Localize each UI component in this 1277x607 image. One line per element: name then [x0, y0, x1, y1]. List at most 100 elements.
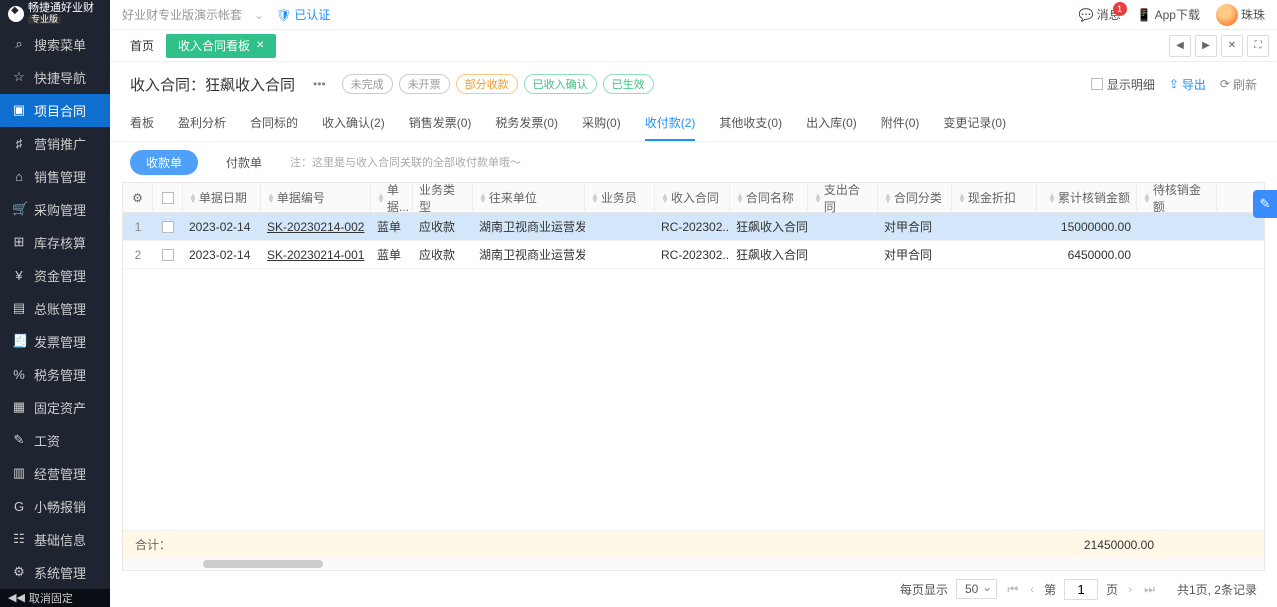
col-src[interactable]: ▲▼单据...: [371, 183, 413, 212]
sidebar-item[interactable]: 🛒采购管理: [0, 193, 110, 226]
show-detail-checkbox[interactable]: 显示明细: [1091, 76, 1155, 93]
message-badge: 1: [1113, 2, 1127, 16]
sidebar-item[interactable]: 🧾发票管理: [0, 325, 110, 358]
mobile-icon: 📱: [1137, 8, 1152, 22]
sidebar-item[interactable]: ⌂销售管理: [0, 160, 110, 193]
gear-column[interactable]: ⚙: [123, 183, 153, 212]
close-all-button[interactable]: ✕: [1221, 35, 1243, 57]
subtab[interactable]: 盈利分析: [178, 106, 226, 141]
sidebar-item[interactable]: ▣项目合同: [0, 94, 110, 127]
chevron-down-icon[interactable]: ⌄: [254, 8, 264, 22]
note-text: 注：这里是与收入合同关联的全部收付款单哦～: [290, 154, 521, 170]
sidebar-item[interactable]: ☷基础信息: [0, 523, 110, 556]
sidebar-icon: ⌕: [12, 36, 26, 52]
sidebar-item[interactable]: %税务管理: [0, 358, 110, 391]
sidebar-item[interactable]: ♯营销推广: [0, 127, 110, 160]
sidebar-icon: %: [12, 367, 26, 382]
export-icon: ⇪: [1169, 77, 1179, 91]
shield-icon: 🛡: [276, 8, 291, 22]
sidebar-item[interactable]: ☆快捷导航: [0, 61, 110, 94]
table-footer: 合计： 21450000.00: [123, 530, 1264, 558]
col-date[interactable]: ▲▼单据日期: [183, 183, 261, 212]
h-scrollbar[interactable]: [123, 558, 1264, 570]
table-row[interactable]: 12023-02-14SK-20230214-002蓝单应收款湖南卫视商业运营发…: [123, 213, 1264, 241]
sidebar-item[interactable]: ⌕搜索菜单: [0, 28, 110, 61]
prev-page-button[interactable]: ‹: [1028, 582, 1036, 596]
refresh-icon: ⟳: [1220, 77, 1230, 91]
col-sales[interactable]: ▲▼业务员: [585, 183, 655, 212]
col-num[interactable]: ▲▼单据编号: [261, 183, 371, 212]
page-input[interactable]: [1064, 579, 1098, 600]
subtab[interactable]: 收入确认(2): [322, 106, 385, 141]
sidebar-item[interactable]: ¥资金管理: [0, 259, 110, 292]
note-icon: ✎: [1260, 196, 1271, 212]
col-party[interactable]: ▲▼往来单位: [473, 183, 585, 212]
col-ctype[interactable]: ▲▼合同分类: [878, 183, 952, 212]
logo: 畅捷通好业财 专业版: [0, 0, 110, 28]
subtab[interactable]: 销售发票(0): [409, 106, 472, 141]
unpin-button[interactable]: ◀◀ 取消固定: [0, 589, 110, 607]
more-icon[interactable]: •••: [313, 77, 326, 91]
first-page-button[interactable]: ⏮: [1005, 582, 1020, 597]
refresh-button[interactable]: ⟳ 刷新: [1220, 76, 1257, 93]
col-amt[interactable]: ▲▼累计核销金额: [1037, 183, 1137, 212]
account-name[interactable]: 好业财专业版演示帐套: [122, 6, 242, 23]
logo-icon: [8, 6, 24, 22]
unpin-icon: ◀◀: [8, 591, 25, 604]
page-summary: 共1页, 2条记录: [1177, 581, 1257, 598]
sidebar-item[interactable]: ▥经营管理: [0, 457, 110, 490]
sidebar-item[interactable]: G小畅报销: [0, 490, 110, 523]
subtab[interactable]: 变更记录(0): [943, 106, 1006, 141]
tab-income-contract[interactable]: 收入合同看板 ✕: [166, 34, 276, 58]
subtab[interactable]: 其他收支(0): [719, 106, 782, 141]
subtab[interactable]: 收付款(2): [645, 106, 696, 141]
nav-prev-button[interactable]: ◀: [1169, 35, 1191, 57]
col-income[interactable]: ▲▼收入合同: [655, 183, 730, 212]
page-size-select[interactable]: 50: [956, 579, 997, 599]
table-row[interactable]: 22023-02-14SK-20230214-001蓝单应收款湖南卫视商业运营发…: [123, 241, 1264, 269]
sidebar-item[interactable]: ▦固定资产: [0, 391, 110, 424]
col-cname[interactable]: ▲▼合同名称: [730, 183, 808, 212]
subtab[interactable]: 看板: [130, 106, 154, 141]
col-expend[interactable]: ▲▼支出合同: [808, 183, 878, 212]
subtab[interactable]: 出入库(0): [806, 106, 857, 141]
status-tag: 未开票: [399, 74, 450, 94]
col-pend[interactable]: ▲▼待核销金额: [1137, 183, 1217, 212]
pill-payment[interactable]: 付款单: [210, 150, 278, 175]
user-menu[interactable]: 珠珠: [1216, 4, 1265, 26]
checkbox-column[interactable]: [153, 183, 183, 212]
sidebar-item[interactable]: ✎工资: [0, 424, 110, 457]
sidebar-icon: ⌂: [12, 169, 26, 184]
subtab[interactable]: 附件(0): [881, 106, 920, 141]
doc-link: SK-20230214-002: [267, 220, 364, 234]
next-page-button[interactable]: ›: [1126, 582, 1134, 596]
tab-home[interactable]: 首页: [118, 34, 166, 58]
subtab[interactable]: 税务发票(0): [495, 106, 558, 141]
app-download-link[interactable]: 📱 App下载: [1137, 6, 1200, 23]
float-feedback-button[interactable]: ✎: [1253, 190, 1277, 218]
status-tag: 未完成: [342, 74, 393, 94]
page-title: 收入合同：狂飙收入合同: [130, 74, 295, 95]
checkbox-icon: [1091, 78, 1103, 90]
messages-link[interactable]: 💬 消息 1: [1079, 6, 1121, 23]
last-page-button[interactable]: ⏭: [1142, 582, 1157, 597]
subtab[interactable]: 采购(0): [582, 106, 621, 141]
avatar: [1216, 4, 1238, 26]
total-label: 合计：: [123, 536, 183, 553]
col-cashdisc[interactable]: ▲▼现金折扣: [952, 183, 1037, 212]
export-button[interactable]: ⇪ 导出: [1169, 76, 1206, 93]
sidebar-icon: ☷: [12, 531, 26, 547]
subtab[interactable]: 合同标的: [250, 106, 298, 141]
close-icon[interactable]: ✕: [256, 40, 264, 51]
col-btype[interactable]: 业务类型: [413, 183, 473, 212]
nav-next-button[interactable]: ▶: [1195, 35, 1217, 57]
topbar: 好业财专业版演示帐套 ⌄ 🛡 已认证 💬 消息 1 📱 App下载 珠珠: [110, 0, 1277, 30]
pill-receipt[interactable]: 收款单: [130, 150, 198, 175]
sidebar-item[interactable]: ⊞库存核算: [0, 226, 110, 259]
verified-badge: 🛡 已认证: [276, 6, 330, 23]
sidebar-icon: 🛒: [12, 201, 26, 217]
sidebar-item[interactable]: ⚙系统管理: [0, 556, 110, 589]
sidebar-icon: G: [12, 499, 26, 514]
sidebar-item[interactable]: ▤总账管理: [0, 292, 110, 325]
fullscreen-button[interactable]: ⛶: [1247, 35, 1269, 57]
